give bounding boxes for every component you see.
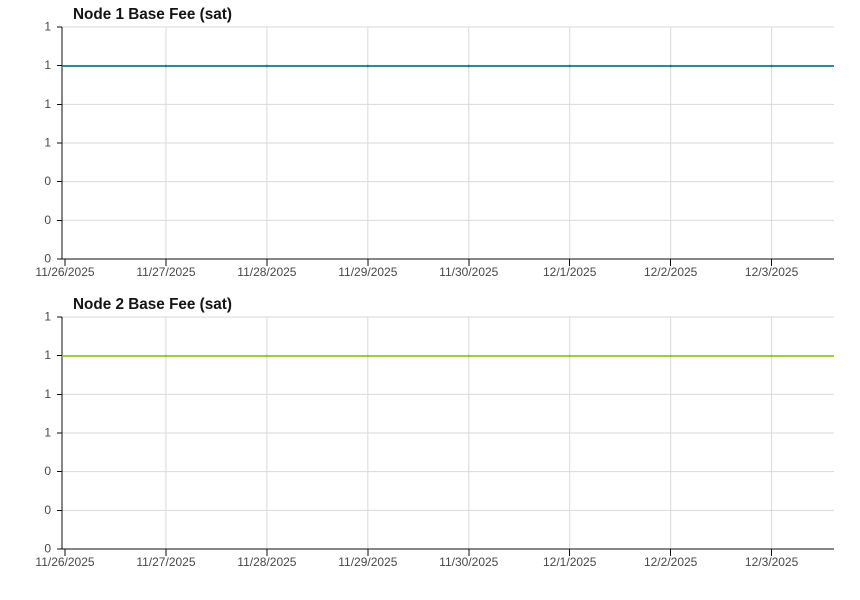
svg-text:11/29/2025: 11/29/2025 [338, 265, 397, 279]
svg-text:11/28/2025: 11/28/2025 [237, 555, 296, 569]
svg-text:1: 1 [44, 58, 51, 72]
svg-text:11/27/2025: 11/27/2025 [136, 555, 195, 569]
svg-text:1: 1 [44, 97, 51, 111]
svg-text:11/30/2025: 11/30/2025 [439, 555, 498, 569]
svg-text:11/27/2025: 11/27/2025 [136, 265, 195, 279]
svg-text:12/1/2025: 12/1/2025 [543, 555, 597, 569]
svg-text:1: 1 [44, 310, 51, 324]
svg-text:1: 1 [44, 20, 51, 34]
svg-text:11/28/2025: 11/28/2025 [237, 265, 296, 279]
svg-text:11/26/2025: 11/26/2025 [35, 265, 94, 279]
svg-text:0: 0 [44, 252, 51, 266]
svg-text:11/26/2025: 11/26/2025 [35, 555, 94, 569]
svg-text:1: 1 [44, 136, 51, 150]
svg-text:0: 0 [44, 174, 51, 188]
svg-text:12/2/2025: 12/2/2025 [644, 555, 698, 569]
svg-text:0: 0 [44, 503, 51, 517]
svg-text:12/2/2025: 12/2/2025 [644, 265, 698, 279]
svg-text:1: 1 [44, 348, 51, 362]
svg-text:12/3/2025: 12/3/2025 [745, 555, 799, 569]
svg-text:1: 1 [44, 426, 51, 440]
svg-text:11/29/2025: 11/29/2025 [338, 555, 397, 569]
svg-text:12/3/2025: 12/3/2025 [745, 265, 799, 279]
svg-text:0: 0 [44, 213, 51, 227]
svg-text:12/1/2025: 12/1/2025 [543, 265, 597, 279]
svg-text:11/30/2025: 11/30/2025 [439, 265, 498, 279]
svg-text:0: 0 [44, 542, 51, 556]
svg-text:1: 1 [44, 387, 51, 401]
svg-text:0: 0 [44, 464, 51, 478]
